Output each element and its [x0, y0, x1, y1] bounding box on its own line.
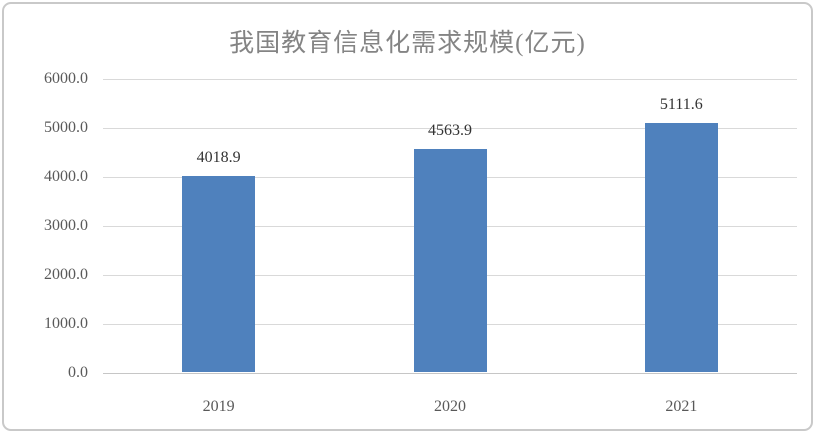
y-tick-label: 3000.0: [44, 217, 88, 234]
bar-value-label: 5111.6: [659, 95, 703, 113]
y-tick-label: 6000.0: [44, 70, 88, 87]
y-tick-label: 2000.0: [44, 266, 88, 283]
gridline: [103, 127, 797, 129]
chart-frame: 我国教育信息化需求规模(亿元) 0.0 1000.0 2000.0 3000.0 400…: [2, 2, 813, 431]
bar-value-label: 4563.9: [428, 122, 472, 140]
x-tick-label: 2020: [434, 398, 466, 415]
x-tick-label: 2021: [665, 398, 698, 415]
gridline: [103, 78, 797, 80]
y-tick-label: 4000.0: [44, 168, 88, 185]
bar-2020: [413, 149, 487, 372]
bar-2019: [182, 176, 256, 372]
y-tick-label: 0.0: [68, 364, 88, 381]
y-tick-label: 1000.0: [44, 315, 88, 332]
plot-area: 0.0 1000.0 2000.0 3000.0 4000.0 5000.0 6000.0 4…: [4, 4, 817, 439]
bar-2021: [644, 122, 718, 372]
x-axis-line: [103, 372, 797, 374]
chart-title: 我国教育信息化需求规模(亿元): [229, 30, 586, 57]
x-tick-label: 2019: [202, 398, 235, 415]
bar-value-label: 4018.9: [196, 149, 241, 167]
y-tick-label: 5000.0: [44, 119, 88, 136]
